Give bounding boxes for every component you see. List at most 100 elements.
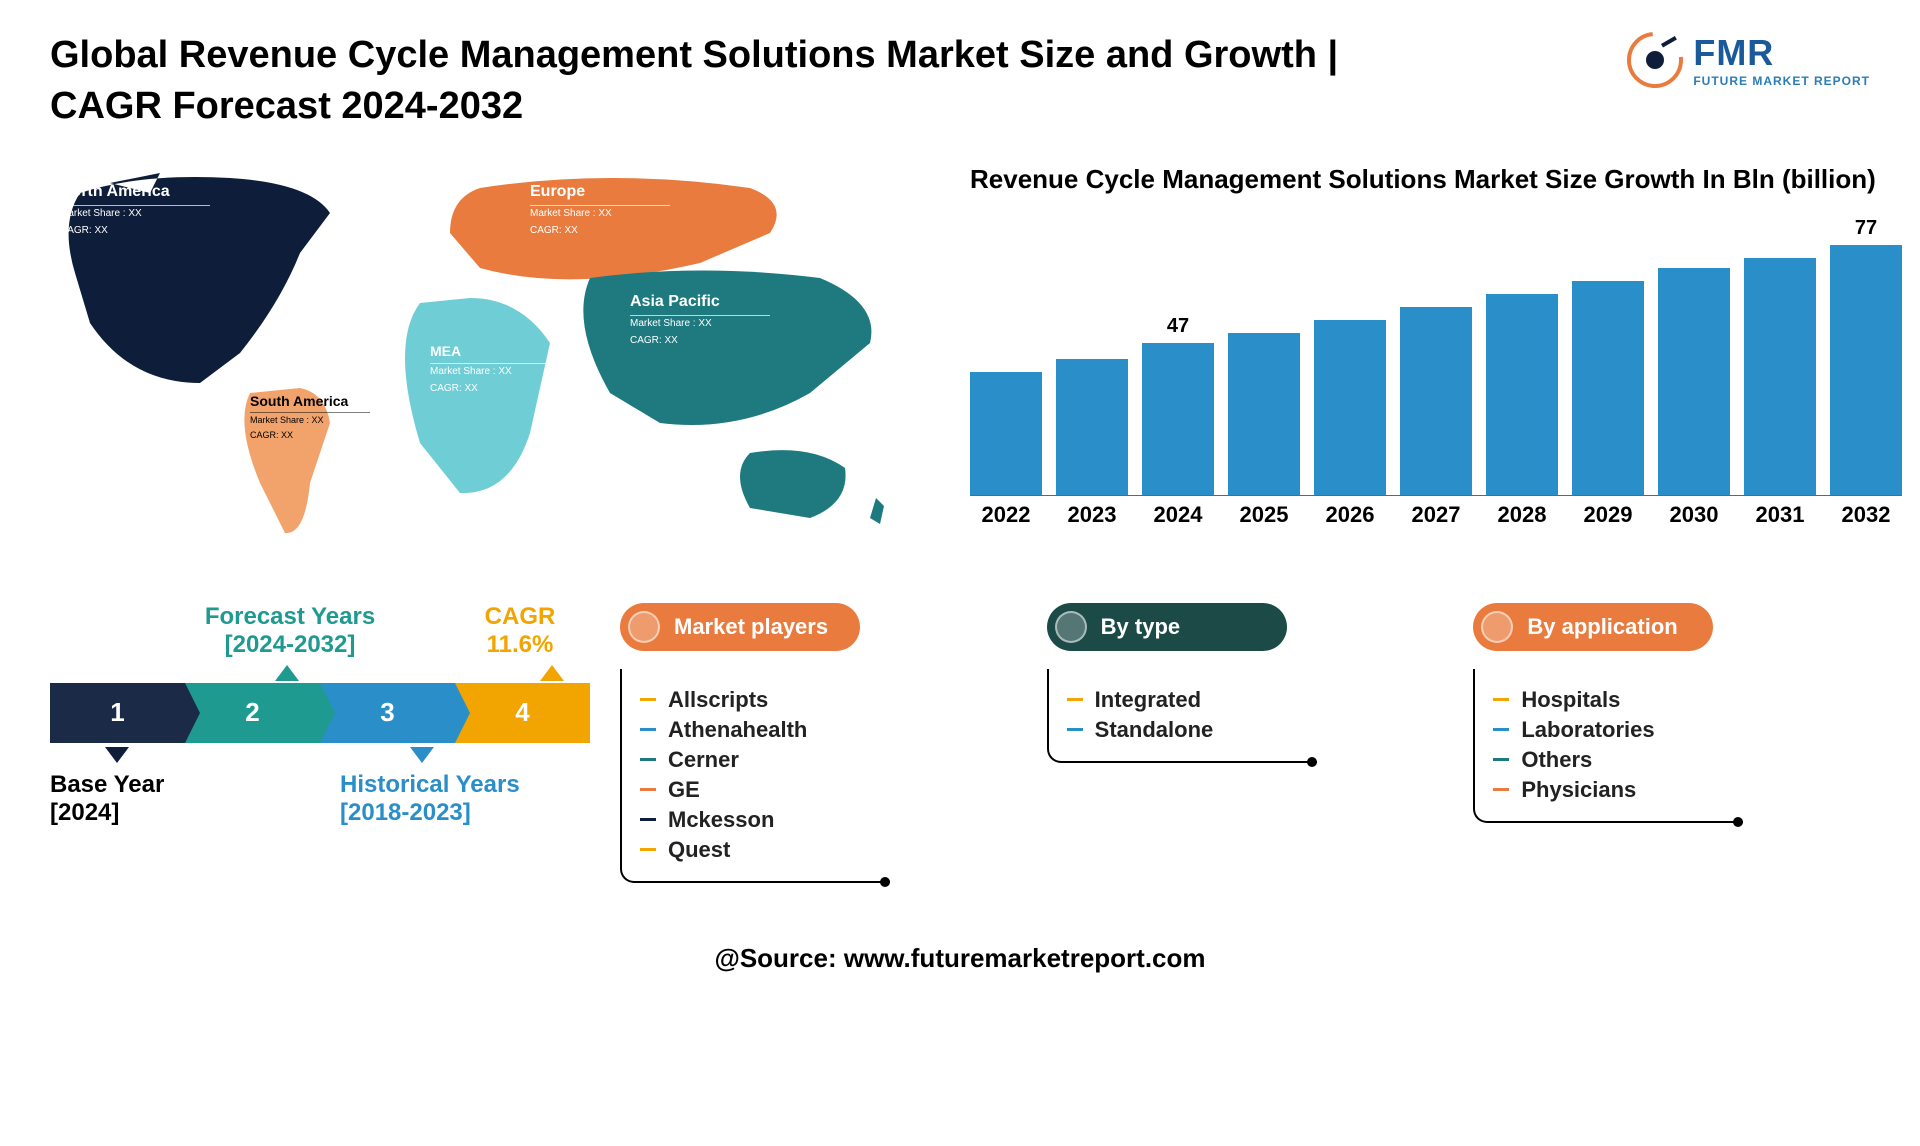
timeline-segment-4: 4 — [455, 683, 590, 743]
hist-arrow-icon — [410, 747, 434, 763]
list-item-label: GE — [668, 777, 700, 803]
category-header: Market players — [674, 614, 828, 640]
list-item-label: Cerner — [668, 747, 739, 773]
world-map: North America Market Share : XX CAGR: XX… — [50, 163, 930, 543]
list-item-label: Others — [1521, 747, 1592, 773]
chart-bars: 47 77 — [970, 216, 1902, 496]
list-item: Mckesson — [640, 807, 890, 833]
forecast-label: Forecast Years [2024-2032] — [200, 603, 380, 659]
tick-icon — [640, 758, 656, 761]
tick-icon — [640, 788, 656, 791]
list-item: Cerner — [640, 747, 890, 773]
list-item: Integrated — [1067, 687, 1317, 713]
label-mea: MEA Market Share : XX CAGR: XX — [430, 343, 550, 394]
base-year-label: Base Year [2024] — [50, 771, 210, 827]
list-item-label: Athenahealth — [668, 717, 807, 743]
tick-icon — [1067, 728, 1083, 731]
list-item-label: Standalone — [1095, 717, 1214, 743]
chart-year-labels: 2022202320242025202620272028202920302031… — [970, 502, 1902, 528]
tick-icon — [1493, 698, 1509, 701]
category-pill: Market players — [620, 603, 860, 651]
tick-icon — [1493, 758, 1509, 761]
list-item-label: Hospitals — [1521, 687, 1620, 713]
bar — [1056, 359, 1128, 496]
label-asia-pacific: Asia Pacific Market Share : XX CAGR: XX — [630, 293, 770, 346]
region-australia — [740, 450, 846, 518]
bar-year-label: 2026 — [1314, 502, 1386, 528]
bar-value-label: 77 — [1855, 217, 1877, 241]
list-item: Hospitals — [1493, 687, 1743, 713]
list-item: GE — [640, 777, 890, 803]
category-header: By application — [1527, 614, 1677, 640]
cagr-label: CAGR 11.6% — [460, 603, 580, 659]
list-item-label: Integrated — [1095, 687, 1201, 713]
page-title: Global Revenue Cycle Management Solution… — [50, 30, 1450, 133]
bar-year-label: 2032 — [1830, 502, 1902, 528]
bar — [1572, 281, 1644, 496]
bar-2027 — [1400, 279, 1472, 496]
list-item-label: Laboratories — [1521, 717, 1654, 743]
bar — [1830, 245, 1902, 495]
label-europe: Europe Market Share : XX CAGR: XX — [530, 183, 670, 236]
label-south-america: South America Market Share : XX CAGR: XX — [250, 393, 370, 440]
list-item: Physicians — [1493, 777, 1743, 803]
category-pill: By application — [1473, 603, 1713, 651]
bar-value-label: 47 — [1167, 315, 1189, 339]
bar-2030 — [1658, 240, 1730, 496]
list-item-label: Quest — [668, 837, 730, 863]
bar-year-label: 2022 — [970, 502, 1042, 528]
chart-title: Revenue Cycle Management Solutions Marke… — [970, 163, 1902, 197]
bar-2024: 47 — [1142, 315, 1214, 496]
category-list: Integrated Standalone — [1047, 669, 1317, 763]
list-item: Laboratories — [1493, 717, 1743, 743]
forecast-arrow-icon — [275, 665, 299, 681]
bar-2032: 77 — [1830, 217, 1902, 495]
pill-dot-icon — [1481, 611, 1513, 643]
bar-year-label: 2025 — [1228, 502, 1300, 528]
timeline-segment-3: 3 — [320, 683, 455, 743]
list-item-label: Physicians — [1521, 777, 1636, 803]
bar-year-label: 2027 — [1400, 502, 1472, 528]
list-item-label: Mckesson — [668, 807, 774, 833]
region-mea — [405, 298, 550, 493]
bar — [1142, 343, 1214, 496]
bar-2022 — [970, 344, 1042, 496]
category-list: AllscriptsAthenahealthCernerGEMckessonQu… — [620, 669, 890, 883]
list-item: Quest — [640, 837, 890, 863]
bar-year-label: 2030 — [1658, 502, 1730, 528]
pill-dot-icon — [1055, 611, 1087, 643]
timeline-bar: 1234 — [50, 683, 590, 743]
logo-icon — [1625, 30, 1685, 90]
tick-icon — [1493, 728, 1509, 731]
bar-year-label: 2031 — [1744, 502, 1816, 528]
bar — [1744, 258, 1816, 495]
tick-icon — [640, 698, 656, 701]
bar-2029 — [1572, 253, 1644, 496]
timeline-segment-2: 2 — [185, 683, 320, 743]
bar — [1314, 320, 1386, 496]
growth-bar-chart: Revenue Cycle Management Solutions Marke… — [970, 163, 1902, 543]
bar-year-label: 2024 — [1142, 502, 1214, 528]
tick-icon — [640, 848, 656, 851]
cagr-arrow-icon — [540, 665, 564, 681]
label-north-america: North America Market Share : XX CAGR: XX — [60, 183, 210, 236]
logo: FMR FUTURE MARKET REPORT — [1625, 30, 1870, 90]
bar-year-label: 2029 — [1572, 502, 1644, 528]
category-header: By type — [1101, 614, 1180, 640]
bar-2026 — [1314, 292, 1386, 496]
source-attribution: @Source: www.futuremarketreport.com — [50, 943, 1870, 974]
pill-dot-icon — [628, 611, 660, 643]
tick-icon — [640, 818, 656, 821]
category-pill: By type — [1047, 603, 1287, 651]
bar-year-label: 2023 — [1056, 502, 1128, 528]
logo-text: FMR — [1693, 32, 1870, 74]
category-list: Hospitals Laboratories Others Physicians — [1473, 669, 1743, 823]
bar — [1228, 333, 1300, 496]
tick-icon — [640, 728, 656, 731]
tick-icon — [1067, 698, 1083, 701]
base-arrow-icon — [105, 747, 129, 763]
list-item: Others — [1493, 747, 1743, 773]
bar — [1486, 294, 1558, 496]
bar-2023 — [1056, 331, 1128, 496]
category-market-players: Market players AllscriptsAthenahealthCer… — [620, 603, 1017, 883]
